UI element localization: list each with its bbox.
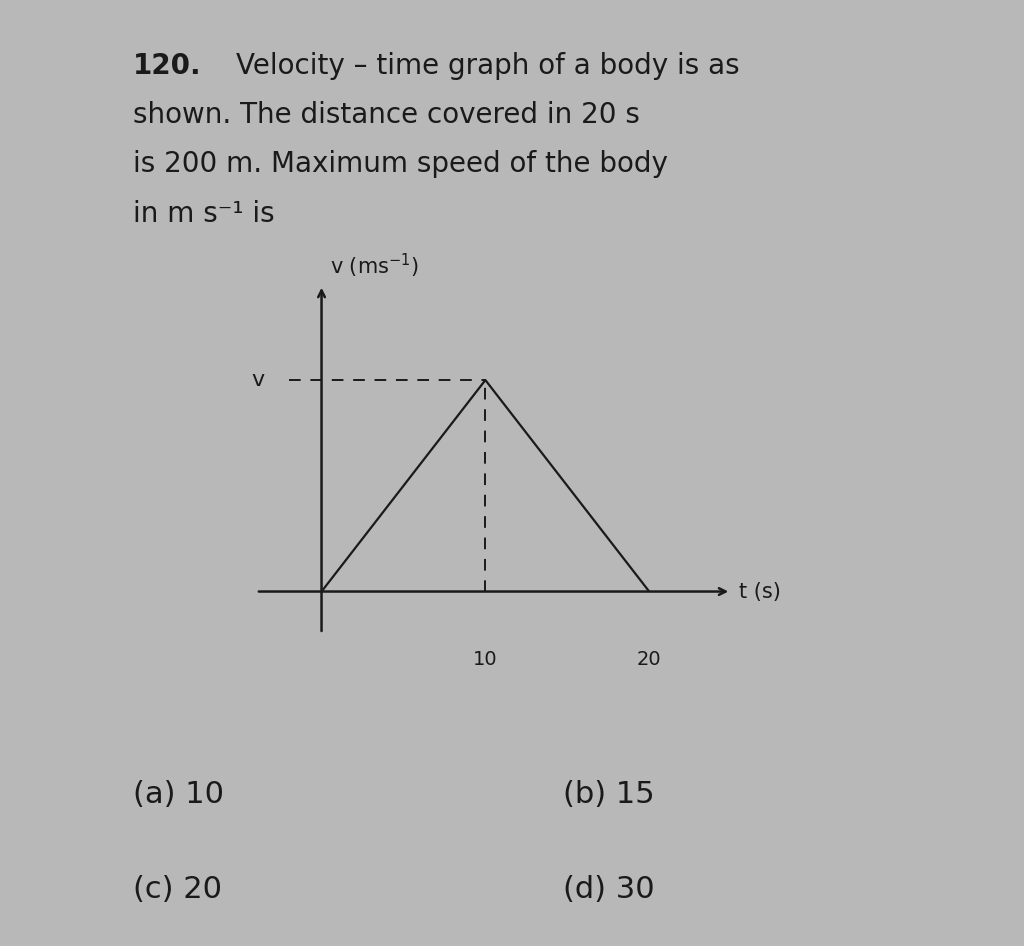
- Text: 120.: 120.: [133, 52, 202, 80]
- Text: (d) 30: (d) 30: [563, 875, 654, 904]
- Text: 10: 10: [473, 650, 498, 669]
- Text: (b) 15: (b) 15: [563, 780, 654, 810]
- Text: (a) 10: (a) 10: [133, 780, 224, 810]
- Text: is 200 m. Maximum speed of the body: is 200 m. Maximum speed of the body: [133, 150, 668, 179]
- Text: shown. The distance covered in 20 s: shown. The distance covered in 20 s: [133, 101, 640, 130]
- Text: in m s⁻¹ is: in m s⁻¹ is: [133, 200, 274, 228]
- Text: Velocity – time graph of a body is as: Velocity – time graph of a body is as: [236, 52, 739, 80]
- Text: t (s): t (s): [739, 582, 781, 602]
- Text: (c) 20: (c) 20: [133, 875, 222, 904]
- Text: v: v: [251, 370, 264, 390]
- Text: v (ms$^{-1}$): v (ms$^{-1}$): [330, 252, 419, 280]
- Text: 20: 20: [637, 650, 662, 669]
